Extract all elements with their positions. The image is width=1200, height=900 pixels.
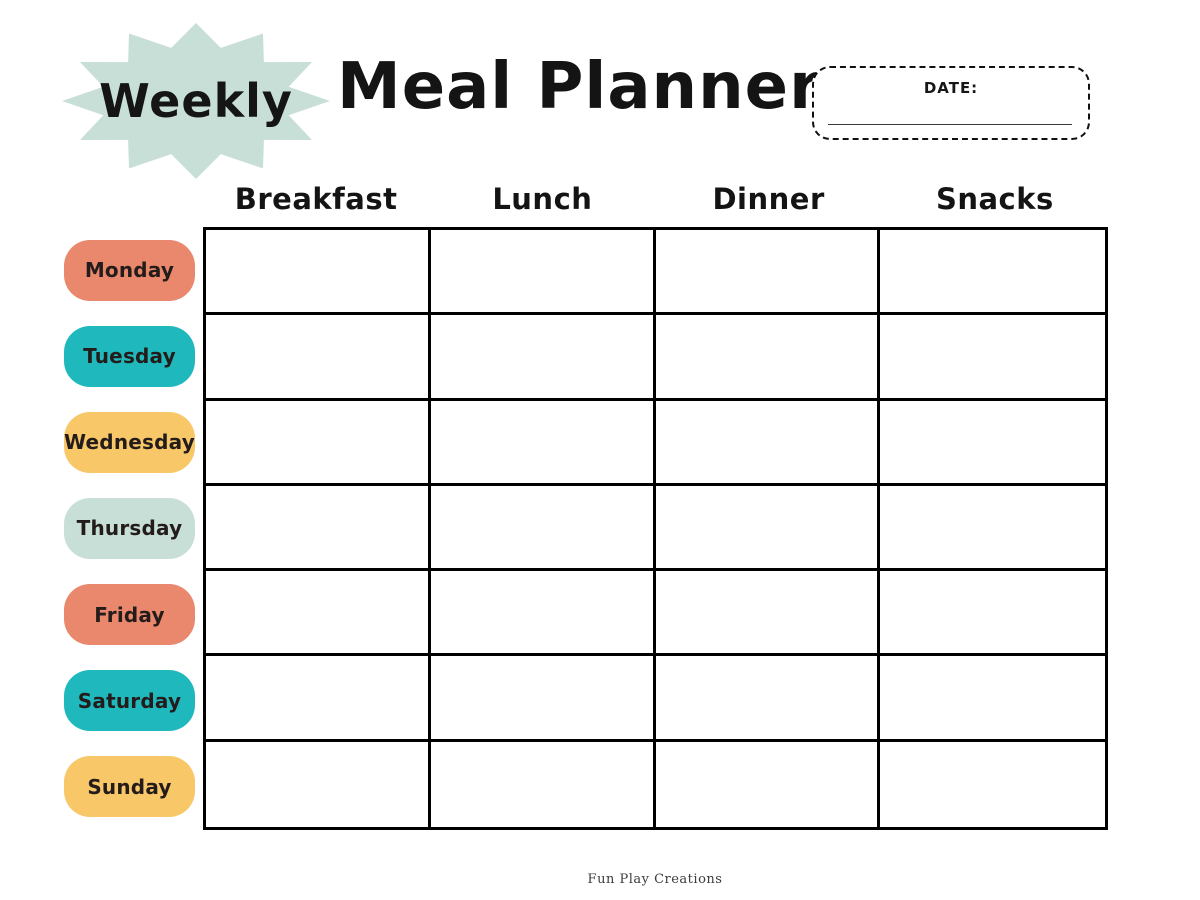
meal-cell-sunday-lunch[interactable] bbox=[431, 741, 656, 827]
day-label-sunday: Sunday bbox=[64, 756, 195, 818]
day-label-friday: Friday bbox=[64, 584, 195, 646]
meal-cell-thursday-breakfast[interactable] bbox=[206, 485, 431, 572]
column-header-lunch: Lunch bbox=[492, 182, 593, 216]
day-label-thursday: Thursday bbox=[64, 497, 195, 559]
meal-cell-monday-breakfast[interactable] bbox=[206, 230, 431, 316]
column-header-snacks: Snacks bbox=[935, 182, 1054, 216]
weekly-badge: Weekly bbox=[60, 22, 332, 180]
meal-cell-tuesday-lunch[interactable] bbox=[430, 315, 656, 401]
meal-cell-sunday-snacks[interactable] bbox=[880, 742, 1105, 827]
starburst-icon bbox=[62, 23, 330, 179]
meal-cell-monday-dinner[interactable] bbox=[655, 230, 881, 316]
meal-cell-thursday-snacks[interactable] bbox=[880, 486, 1105, 572]
meal-cell-tuesday-dinner[interactable] bbox=[655, 315, 881, 401]
day-label-wednesday: Wednesday bbox=[64, 411, 195, 473]
meal-cell-saturday-dinner[interactable] bbox=[655, 656, 881, 742]
meal-cell-friday-lunch[interactable] bbox=[430, 571, 656, 657]
meal-cell-wednesday-lunch[interactable] bbox=[430, 400, 656, 486]
meal-cell-saturday-snacks[interactable] bbox=[880, 656, 1105, 742]
day-label-saturday: Saturday bbox=[64, 670, 195, 732]
meal-cell-saturday-lunch[interactable] bbox=[430, 656, 656, 742]
column-header-dinner: Dinner bbox=[712, 182, 825, 216]
meal-cell-wednesday-breakfast[interactable] bbox=[206, 400, 431, 486]
meal-planner-grid bbox=[203, 227, 1108, 830]
meal-cell-sunday-breakfast[interactable] bbox=[206, 741, 431, 827]
column-header-breakfast: Breakfast bbox=[234, 182, 398, 216]
column-headers: Breakfast Lunch Dinner Snacks bbox=[203, 170, 1108, 220]
day-labels-column: Monday Tuesday Wednesday Thursday Friday… bbox=[64, 227, 195, 830]
meal-cell-tuesday-breakfast[interactable] bbox=[206, 315, 431, 401]
date-label: DATE: bbox=[923, 79, 979, 97]
meal-cell-sunday-dinner[interactable] bbox=[656, 741, 881, 827]
date-box: DATE: bbox=[812, 66, 1090, 140]
meal-cell-thursday-dinner[interactable] bbox=[655, 485, 881, 572]
meal-cell-wednesday-snacks[interactable] bbox=[880, 401, 1105, 486]
meal-cell-saturday-breakfast[interactable] bbox=[206, 656, 431, 742]
meal-cell-thursday-lunch[interactable] bbox=[430, 485, 656, 572]
meal-cell-monday-snacks[interactable] bbox=[880, 230, 1105, 316]
meal-cell-wednesday-dinner[interactable] bbox=[655, 400, 881, 486]
meal-cell-friday-dinner[interactable] bbox=[655, 571, 881, 657]
meal-cell-friday-breakfast[interactable] bbox=[206, 571, 431, 657]
day-label-monday: Monday bbox=[64, 239, 195, 301]
footer-credit: Fun Play Creations bbox=[587, 872, 723, 887]
day-label-tuesday: Tuesday bbox=[64, 325, 195, 387]
page-title: Meal Planner bbox=[337, 50, 822, 124]
meal-cell-tuesday-snacks[interactable] bbox=[880, 315, 1105, 401]
meal-cell-monday-lunch[interactable] bbox=[430, 230, 656, 316]
meal-cell-friday-snacks[interactable] bbox=[880, 571, 1105, 657]
date-fill-in-line[interactable] bbox=[828, 124, 1072, 125]
badge-label: Weekly bbox=[99, 74, 293, 128]
